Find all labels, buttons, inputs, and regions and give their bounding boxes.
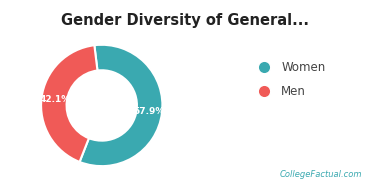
Text: 42.1%: 42.1% [39,95,70,104]
Text: 57.9%: 57.9% [133,107,164,116]
Legend: Women, Men: Women, Men [247,56,330,103]
Wedge shape [41,45,97,162]
Wedge shape [80,45,162,166]
Text: Gender Diversity of General...: Gender Diversity of General... [61,13,309,28]
Text: CollegeFactual.com: CollegeFactual.com [280,170,363,179]
